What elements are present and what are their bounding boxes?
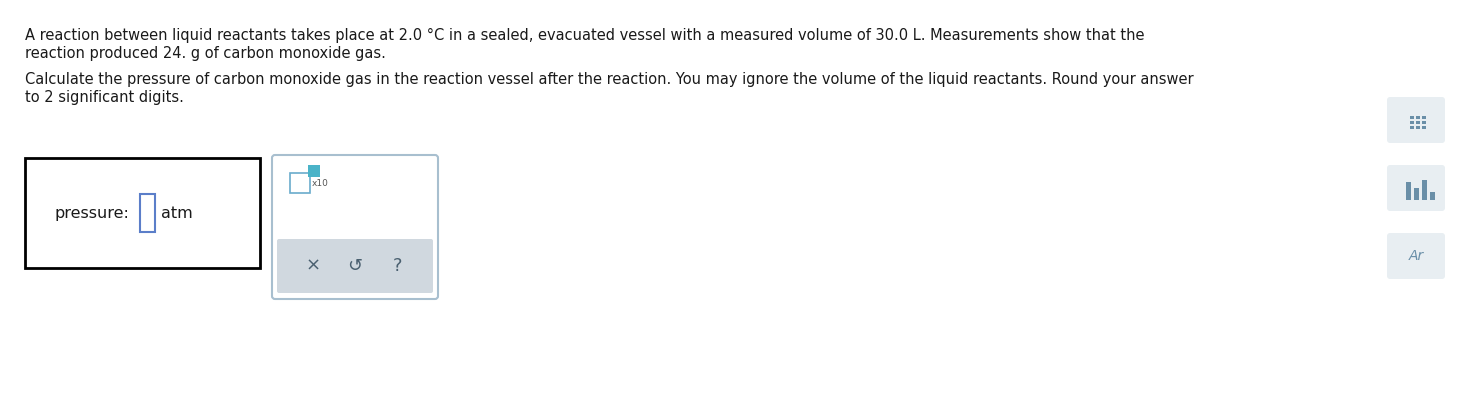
Bar xyxy=(1410,126,1414,129)
Bar xyxy=(1422,126,1426,129)
FancyBboxPatch shape xyxy=(278,239,432,293)
Bar xyxy=(1410,121,1414,124)
Text: to 2 significant digits.: to 2 significant digits. xyxy=(25,90,184,105)
Bar xyxy=(1414,188,1419,200)
Bar xyxy=(1410,116,1414,119)
Bar xyxy=(25,158,260,268)
FancyBboxPatch shape xyxy=(1386,97,1445,143)
Bar xyxy=(1422,121,1426,124)
Text: atm: atm xyxy=(161,206,193,220)
Bar xyxy=(279,241,431,291)
Text: pressure:: pressure: xyxy=(56,206,130,220)
Bar xyxy=(1430,192,1435,200)
Text: ↺: ↺ xyxy=(348,257,362,275)
Text: reaction produced 24. g of carbon monoxide gas.: reaction produced 24. g of carbon monoxi… xyxy=(25,46,386,61)
Text: x10: x10 xyxy=(313,178,329,187)
Bar xyxy=(1422,116,1426,119)
Bar xyxy=(140,194,155,232)
Bar xyxy=(1416,116,1420,119)
Text: Calculate the pressure of carbon monoxide gas in the reaction vessel after the r: Calculate the pressure of carbon monoxid… xyxy=(25,72,1194,87)
FancyBboxPatch shape xyxy=(1386,165,1445,211)
Bar xyxy=(308,165,320,177)
Text: Ar: Ar xyxy=(1408,249,1423,263)
Text: ×: × xyxy=(305,257,320,275)
Text: ?: ? xyxy=(392,257,402,275)
FancyBboxPatch shape xyxy=(272,155,438,299)
Bar xyxy=(1405,182,1411,200)
Bar xyxy=(1422,180,1427,200)
Text: A reaction between liquid reactants takes place at 2.0 °C in a sealed, evacuated: A reaction between liquid reactants take… xyxy=(25,28,1144,43)
Bar xyxy=(1416,126,1420,129)
Bar xyxy=(289,173,310,193)
FancyBboxPatch shape xyxy=(1386,233,1445,279)
Bar xyxy=(1416,121,1420,124)
